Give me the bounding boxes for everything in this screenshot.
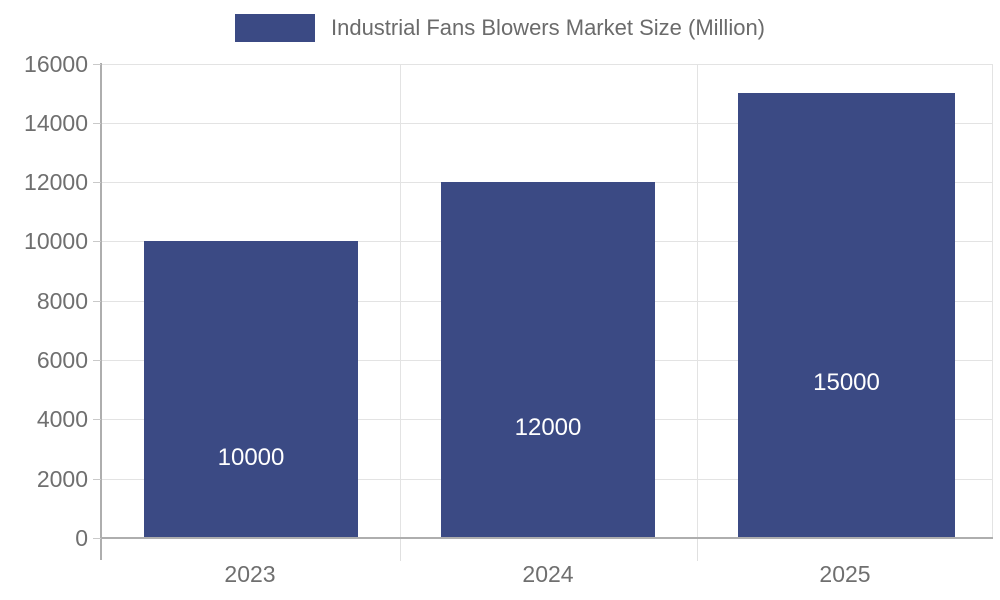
y-tick-label-0: 0 — [75, 525, 88, 551]
legend-color-swatch-icon — [234, 14, 315, 42]
y-tick-label-14000: 14000 — [24, 110, 88, 136]
y-tick-mark-10000 — [93, 241, 101, 242]
x-tick-label-2023: 2023 — [224, 561, 276, 587]
y-tick-mark-12000 — [93, 182, 101, 183]
y-tick-mark-14000 — [93, 123, 101, 124]
gridline-x-category-1 — [400, 64, 401, 538]
bar-value-label-2023: 10000 — [217, 444, 285, 471]
bar-2025[interactable] — [738, 93, 955, 538]
y-tick-label-12000: 12000 — [24, 169, 88, 195]
gridline-x-category-2 — [697, 64, 698, 538]
legend-item-label: Industrial Fans Blowers Market Size (Mil… — [330, 15, 766, 40]
gridline-y-14000 — [101, 123, 993, 124]
bar-2023[interactable] — [144, 241, 358, 538]
y-axis-line — [100, 63, 102, 560]
y-tick-label-4000: 4000 — [36, 406, 88, 432]
y-tick-mark-2000 — [93, 479, 101, 480]
gridline-y-16000 — [101, 64, 993, 65]
x-tick-label-2024: 2024 — [522, 561, 574, 587]
plot-area: 10000 12000 15000 — [101, 64, 993, 538]
plot-right-border — [992, 64, 993, 538]
chart-legend: Industrial Fans Blowers Market Size (Mil… — [0, 0, 1000, 56]
y-tick-mark-0 — [93, 538, 101, 539]
x-tick-label-2025: 2025 — [819, 561, 871, 587]
y-tick-mark-8000 — [93, 301, 101, 302]
y-tick-label-10000: 10000 — [24, 228, 88, 254]
y-tick-label-6000: 6000 — [36, 347, 88, 373]
y-tick-mark-6000 — [93, 360, 101, 361]
bar-value-label-2024: 12000 — [514, 414, 582, 441]
legend-item-industrial-fans-blowers-market-size[interactable]: Industrial Fans Blowers Market Size (Mil… — [234, 14, 766, 42]
y-tick-mark-4000 — [93, 419, 101, 420]
bar-2024[interactable] — [441, 182, 655, 538]
y-tick-label-2000: 2000 — [36, 466, 88, 492]
x-tick-mark-1 — [400, 539, 401, 561]
y-tick-label-8000: 8000 — [36, 288, 88, 314]
x-tick-mark-2 — [697, 539, 698, 561]
bar-value-label-2025: 15000 — [813, 369, 880, 396]
y-tick-mark-16000 — [93, 64, 101, 65]
y-tick-label-16000: 16000 — [24, 51, 88, 77]
x-axis-line — [101, 537, 993, 539]
